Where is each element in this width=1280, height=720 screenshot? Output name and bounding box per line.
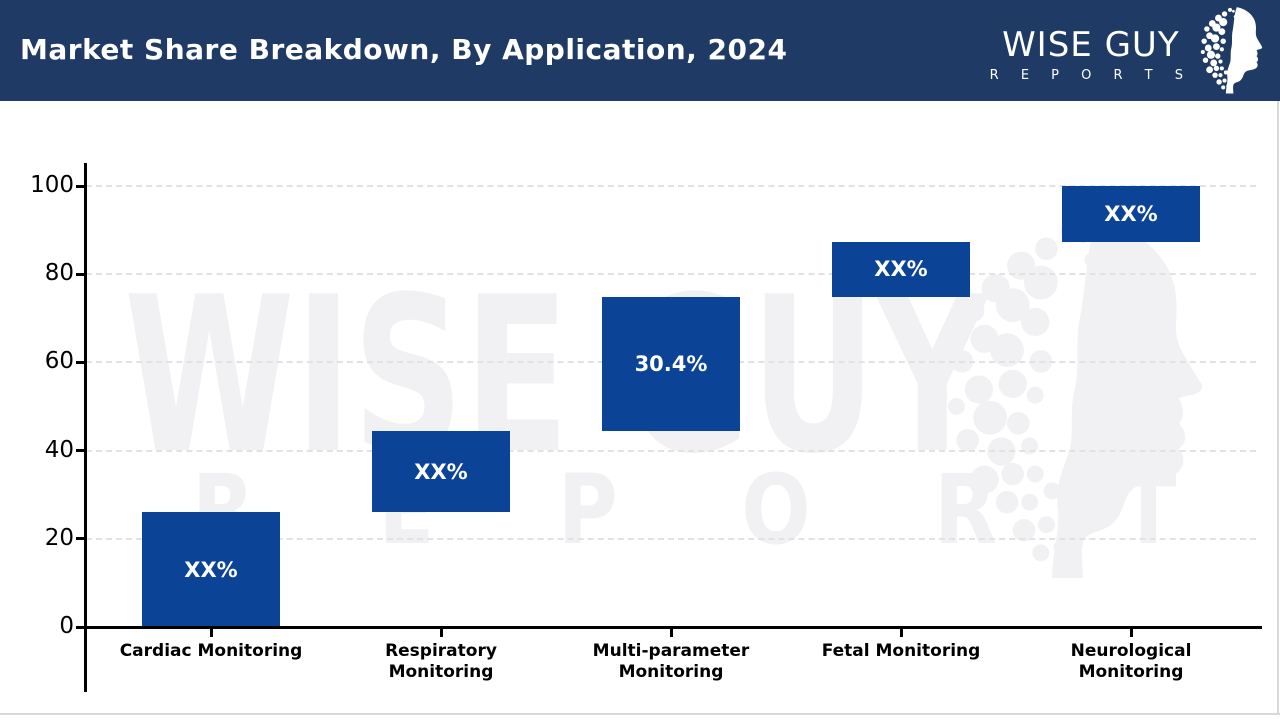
wiseguy-head-icon <box>1200 7 1263 94</box>
y-tick-mark <box>76 360 85 364</box>
grid-line <box>86 273 1256 276</box>
header-banner: Market Share Breakdown, By Application, … <box>0 0 1280 101</box>
y-tick-label: 60 <box>44 348 74 375</box>
wise-guy-reports-logo: WISE GUY R E P O R T S <box>990 0 1270 101</box>
y-tick-label: 100 <box>30 172 74 198</box>
x-category-label: Multi-parameter Monitoring <box>556 641 786 683</box>
x-tick-mark <box>899 628 903 637</box>
page-title: Market Share Breakdown, By Application, … <box>20 33 788 66</box>
y-tick-mark <box>76 625 85 629</box>
logo-brand-name: WISE GUY <box>1002 25 1180 65</box>
grid-line <box>86 449 1256 452</box>
x-axis-line <box>84 626 1262 629</box>
bar <box>602 296 740 431</box>
bar <box>142 512 280 627</box>
logo-text: WISE GUY R E P O R T S <box>990 25 1192 83</box>
y-tick-mark <box>76 537 85 541</box>
bar <box>832 242 970 297</box>
y-tick-label: 0 <box>59 613 74 639</box>
wiseguy-head-watermark-icon <box>947 220 1203 579</box>
logo-brand-subtitle: R E P O R T S <box>989 68 1192 83</box>
y-tick-label: 20 <box>44 524 74 551</box>
bar-value-label: 30.4% <box>634 351 708 376</box>
y-axis-line <box>84 163 87 692</box>
x-tick-mark <box>669 628 673 637</box>
x-category-label-line: Monitoring <box>1078 662 1184 682</box>
x-category-label-line: Neurological <box>1070 641 1192 661</box>
x-category-label: Respiratory Monitoring <box>326 641 556 683</box>
watermark-brand-text: WISE GUY <box>124 250 989 501</box>
x-tick-mark <box>209 628 213 637</box>
x-category-label: Cardiac Monitoring <box>96 641 326 662</box>
x-tick-mark <box>1129 628 1133 637</box>
x-category-label-line: Cardiac Monitoring <box>119 641 303 661</box>
bar-value-label: XX% <box>1104 202 1158 226</box>
bar <box>372 430 510 513</box>
y-tick-mark <box>76 184 85 188</box>
right-border-line <box>1277 101 1279 713</box>
bar-value-label: XX% <box>874 257 928 282</box>
y-tick-mark <box>76 272 85 276</box>
x-category-label-line: Monitoring <box>388 662 494 682</box>
chart-plot-area: 0 20 40 60 80 100 XX% XX% 30.4% XX% XX% Cardiac M… <box>0 101 1280 713</box>
grid-line <box>86 185 1256 187</box>
grid-line <box>86 537 1256 540</box>
x-category-label: Fetal Monitoring <box>786 641 1016 662</box>
y-tick-label: 80 <box>44 260 74 287</box>
x-category-label-line: Multi-parameter <box>592 641 750 661</box>
x-category-label: Neurological Monitoring <box>1016 641 1246 683</box>
bottom-border-line <box>0 713 1280 715</box>
bar-value-label: XX% <box>184 557 238 582</box>
x-category-label-line: Respiratory <box>385 641 497 661</box>
x-tick-mark <box>439 628 443 637</box>
y-tick-label: 40 <box>44 436 74 463</box>
bar <box>1062 186 1200 242</box>
x-category-label-line: Fetal Monitoring <box>821 641 981 661</box>
bar-value-label: XX% <box>414 459 468 484</box>
x-category-label-line: Monitoring <box>618 662 724 682</box>
y-tick-mark <box>76 449 85 453</box>
